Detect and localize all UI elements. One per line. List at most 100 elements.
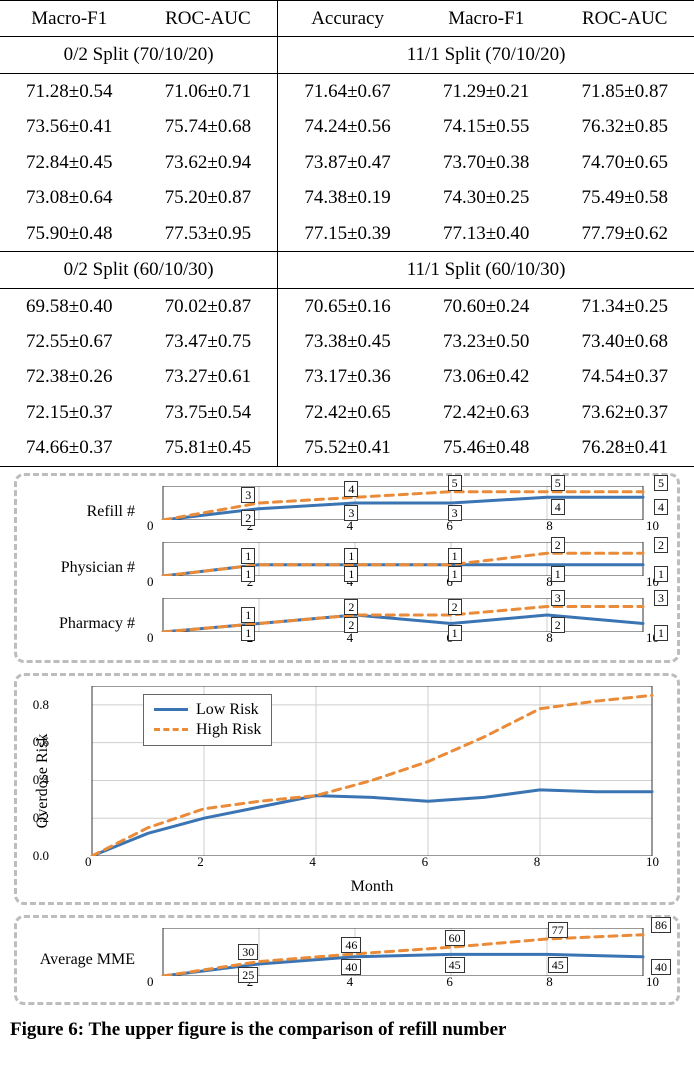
table-row: 72.84±0.4573.62±0.9473.87±0.4773.70±0.38… [0, 145, 694, 180]
table-row: 71.28±0.5471.06±0.7171.64±0.6771.29±0.21… [0, 73, 694, 109]
legend-high: High Risk [196, 721, 261, 739]
table-cell: 73.40±0.68 [555, 324, 694, 359]
table-cell: 77.15±0.39 [278, 216, 417, 252]
value-box: 2 [654, 537, 668, 553]
value-box: 3 [344, 505, 358, 521]
table-row: 72.55±0.6773.47±0.7573.38±0.4573.23±0.50… [0, 324, 694, 359]
table-cell: 74.38±0.19 [278, 180, 417, 215]
value-box: 45 [548, 957, 568, 973]
table-cell: 73.47±0.75 [139, 324, 278, 359]
value-box: 1 [241, 625, 255, 641]
value-box: 4 [551, 499, 565, 515]
table-cell: 75.90±0.48 [0, 216, 139, 252]
table-cell: 76.32±0.85 [555, 109, 694, 144]
section-label-right: 11/1 Split (70/10/20) [278, 37, 694, 73]
value-box: 2 [344, 617, 358, 633]
mini-label: Pharmacy # [33, 615, 145, 633]
table-section-header: 0/2 Split (70/10/20)11/1 Split (70/10/20… [0, 37, 694, 73]
overdose-xlabel: Month [83, 878, 661, 896]
table-cell: 69.58±0.40 [0, 288, 139, 324]
value-box: 60 [445, 930, 465, 946]
value-box: 5 [654, 475, 668, 491]
table-row: 74.66±0.3775.81±0.4575.52±0.4175.46±0.48… [0, 430, 694, 466]
table-cell: 70.60±0.24 [417, 288, 556, 324]
table-row: 73.56±0.4175.74±0.6874.24±0.5674.15±0.55… [0, 109, 694, 144]
value-box: 1 [654, 566, 668, 582]
table-cell: 71.34±0.25 [555, 288, 694, 324]
table-cell: 71.28±0.54 [0, 73, 139, 109]
value-box: 30 [238, 944, 258, 960]
table-cell: 73.23±0.50 [417, 324, 556, 359]
table-cell: 75.20±0.87 [139, 180, 278, 215]
value-box: 1 [241, 548, 255, 564]
table-cell: 72.55±0.67 [0, 324, 139, 359]
table-cell: 73.62±0.94 [139, 145, 278, 180]
mini-label: Refill # [33, 503, 145, 521]
x-tick-labels: 0246810 [145, 974, 661, 990]
value-box: 1 [241, 566, 255, 582]
table-cell: 73.70±0.38 [417, 145, 556, 180]
value-box: 86 [651, 917, 671, 933]
value-box: 2 [241, 510, 255, 526]
value-box: 2 [551, 617, 565, 633]
mini-row: Refill #02468103455523344 [33, 486, 661, 538]
mini-panel: Refill #02468103455523344Physician #0246… [14, 473, 680, 663]
table-cell: 73.27±0.61 [139, 359, 278, 394]
table-cell: 73.06±0.42 [417, 359, 556, 394]
x-tick-labels: 0246810 [145, 574, 661, 590]
table-cell: 72.84±0.45 [0, 145, 139, 180]
value-box: 1 [551, 566, 565, 582]
value-box: 2 [448, 599, 462, 615]
table-cell: 73.38±0.45 [278, 324, 417, 359]
x-tick-labels: 0246810 [145, 518, 661, 534]
x-tick-labels: 0246810 [83, 854, 661, 870]
table-cell: 73.87±0.47 [278, 145, 417, 180]
mme-panel: Average MME024681030466077862540454540 [14, 915, 680, 1005]
table-row: 72.15±0.3773.75±0.5472.42±0.6572.42±0.63… [0, 395, 694, 430]
col-macro-f1-l: Macro-F1 [0, 1, 139, 37]
table-cell: 74.30±0.25 [417, 180, 556, 215]
col-roc-auc-l: ROC-AUC [139, 1, 278, 37]
table-cell: 74.15±0.55 [417, 109, 556, 144]
value-box: 1 [448, 566, 462, 582]
value-box: 5 [448, 475, 462, 491]
table-row: 73.08±0.6475.20±0.8774.38±0.1974.30±0.25… [0, 180, 694, 215]
results-table: Macro-F1 ROC-AUC Accuracy Macro-F1 ROC-A… [0, 0, 694, 467]
mme-row: Average MME024681030466077862540454540 [33, 928, 661, 992]
col-roc-auc-r: ROC-AUC [555, 1, 694, 37]
table-cell: 72.42±0.65 [278, 395, 417, 430]
value-box: 2 [344, 599, 358, 615]
table-header-row: Macro-F1 ROC-AUC Accuracy Macro-F1 ROC-A… [0, 1, 694, 37]
table-cell: 76.28±0.41 [555, 430, 694, 466]
table-row: 75.90±0.4877.53±0.9577.15±0.3977.13±0.40… [0, 216, 694, 252]
table-cell: 77.79±0.62 [555, 216, 694, 252]
value-box: 1 [344, 548, 358, 564]
mini-plot: 02468101112211111 [145, 542, 661, 594]
table-cell: 74.66±0.37 [0, 430, 139, 466]
overdose-panel: Overdose Risk 0.00.20.40.60.80246810Low … [14, 673, 680, 905]
value-box: 77 [548, 922, 568, 938]
value-box: 3 [551, 590, 565, 606]
value-box: 40 [651, 959, 671, 975]
table-section-header: 0/2 Split (60/10/30)11/1 Split (60/10/30… [0, 252, 694, 288]
mini-plot: 02468101223312121 [145, 598, 661, 650]
col-macro-f1-r: Macro-F1 [417, 1, 556, 37]
table-cell: 72.42±0.63 [417, 395, 556, 430]
value-box: 2 [551, 537, 565, 553]
table-cell: 75.52±0.41 [278, 430, 417, 466]
table-cell: 71.29±0.21 [417, 73, 556, 109]
table-cell: 75.46±0.48 [417, 430, 556, 466]
value-box: 1 [448, 625, 462, 641]
table-row: 69.58±0.4070.02±0.8770.65±0.1670.60±0.24… [0, 288, 694, 324]
table-cell: 72.15±0.37 [0, 395, 139, 430]
table-cell: 73.08±0.64 [0, 180, 139, 215]
value-box: 40 [341, 959, 361, 975]
table-cell: 71.85±0.87 [555, 73, 694, 109]
section-label-left: 0/2 Split (60/10/30) [0, 252, 278, 288]
value-box: 1 [344, 566, 358, 582]
table-cell: 74.24±0.56 [278, 109, 417, 144]
section-label-left: 0/2 Split (70/10/20) [0, 37, 278, 73]
table-cell: 75.49±0.58 [555, 180, 694, 215]
value-box: 1 [654, 625, 668, 641]
table-cell: 73.17±0.36 [278, 359, 417, 394]
